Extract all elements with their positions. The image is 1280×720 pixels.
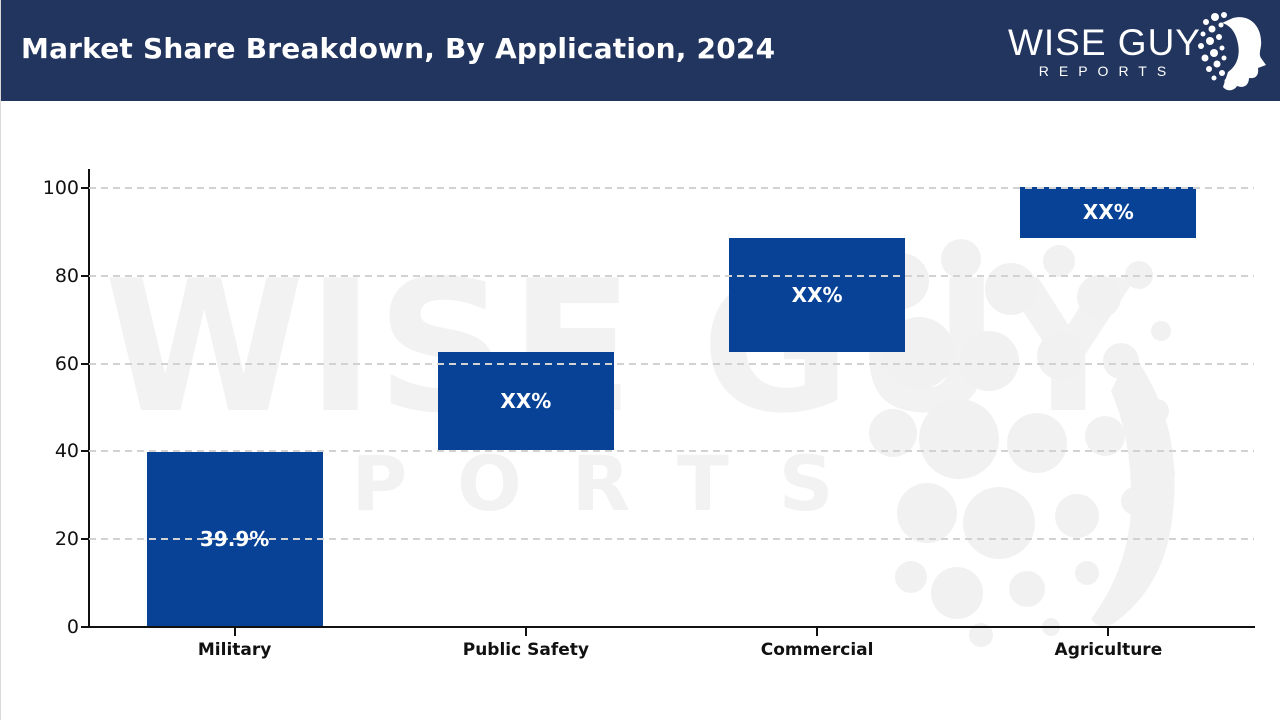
logo-head-icon	[1198, 11, 1266, 90]
gridline-80	[89, 274, 1254, 277]
gridline-100	[89, 187, 1254, 189]
gridline-40	[89, 450, 1254, 453]
y-tick-label: 80	[54, 264, 79, 287]
y-tick-mark	[81, 274, 89, 277]
y-tick-mark	[81, 187, 89, 189]
x-tick-mark	[233, 628, 236, 636]
x-category-label-public-safety: Public Safety	[462, 640, 589, 660]
y-tick-label: 100	[42, 177, 79, 199]
gridline-20	[89, 538, 1254, 541]
y-axis-line	[88, 169, 90, 628]
x-category-label-military: Military	[197, 640, 272, 660]
x-axis-line	[88, 626, 1255, 628]
bar-commercial	[729, 238, 906, 353]
y-tick-mark	[81, 362, 89, 365]
chart-area: WISE GUY REPORTS 39.9% XX% XX% XX% 0 20 40 60 80…	[1, 101, 1280, 720]
x-category-label-agriculture: Agriculture	[1054, 640, 1163, 660]
y-tick-label: 0	[66, 616, 79, 638]
logo-wordmark-sub: REPORTS	[1038, 62, 1177, 79]
x-category-label-commercial: Commercial	[760, 640, 874, 660]
watermark-head-dots-icon	[869, 239, 1175, 647]
bar-value-label: XX%	[1082, 200, 1134, 225]
bar-value-label: XX%	[500, 389, 552, 414]
x-tick-mark	[816, 628, 819, 636]
y-tick-mark	[81, 626, 89, 628]
y-tick-label: 60	[54, 352, 79, 375]
x-tick-mark	[1107, 628, 1110, 636]
y-tick-mark	[81, 450, 89, 453]
y-tick-label: 40	[54, 440, 79, 463]
gridline-60	[89, 362, 1254, 365]
bar-public-safety	[437, 352, 614, 451]
y-tick-mark	[81, 538, 89, 541]
header-banner: Market Share Breakdown, By Application, …	[1, 0, 1280, 101]
chart-title: Market Share Breakdown, By Application, …	[21, 32, 776, 65]
bar-value-label: 39.9%	[199, 527, 270, 552]
logo-wordmark: WISE GUY REPORTS	[1008, 24, 1201, 78]
y-tick-label: 20	[54, 528, 79, 551]
bar-value-label: XX%	[791, 283, 843, 308]
logo-wordmark-main: WISE GUY	[1007, 21, 1201, 63]
bar-agriculture	[1020, 186, 1197, 239]
x-tick-mark	[524, 628, 527, 636]
wise-guy-logo: WISE GUY REPORTS	[1008, 10, 1267, 92]
